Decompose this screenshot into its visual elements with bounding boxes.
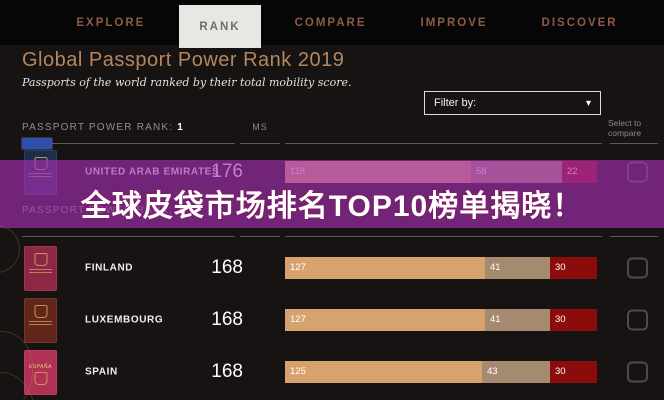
divider [22, 143, 235, 144]
mobility-score: 168 [211, 309, 243, 330]
visa-on-arrival-bar: 43 [482, 361, 550, 383]
compare-checkbox[interactable] [627, 257, 648, 279]
filter-label: Filter by: [434, 97, 477, 109]
country-name[interactable]: FINLAND [85, 262, 134, 274]
country-name[interactable]: LUXEMBOURG [85, 314, 164, 326]
visa-required-bar: 30 [550, 361, 597, 383]
page-subtitle: Passports of the world ranked by their t… [22, 76, 352, 89]
visa-on-arrival-bar: 41 [485, 257, 550, 279]
divider [610, 236, 658, 237]
divider [240, 236, 280, 237]
divider [285, 143, 602, 144]
page-title: Global Passport Power Rank 2019 [22, 49, 345, 71]
divider [285, 236, 602, 237]
luxembourg-passport-thumbnail[interactable] [24, 298, 57, 343]
ms-column-header: MS [252, 122, 268, 132]
passport-emblem-icon [34, 253, 47, 266]
nav-item-compare[interactable]: COMPARE [294, 16, 367, 29]
chevron-down-icon: ▾ [585, 97, 591, 109]
passport-tooltip-badge [22, 138, 52, 149]
passport-country-label: ESPAÑA [29, 364, 52, 370]
score-bars: 127 41 30 [285, 257, 597, 279]
mobility-score: 168 [211, 257, 243, 278]
visa-free-bar: 127 [285, 257, 485, 279]
nav-item-explore[interactable]: EXPLORE [76, 16, 146, 29]
nav-item-discover[interactable]: DISCOVER [541, 16, 618, 29]
passport-emblem-icon [34, 305, 47, 318]
table-row[interactable]: LUXEMBOURG 168 127 41 30 [0, 296, 664, 344]
score-bars: 127 41 30 [285, 309, 597, 331]
visa-free-bar: 125 [285, 361, 482, 383]
rank-number: 1 [177, 122, 185, 133]
visa-required-bar: 30 [550, 257, 597, 279]
compare-checkbox[interactable] [627, 309, 648, 331]
nav-item-improve[interactable]: IMPROVE [420, 16, 488, 29]
rank-label: PASSPORT POWER RANK: [22, 122, 174, 133]
top-nav: EXPLORE RANK COMPARE IMPROVE DISCOVER [0, 0, 664, 48]
visa-on-arrival-bar: 41 [485, 309, 550, 331]
mobility-score: 168 [211, 361, 243, 382]
promo-banner-overlay: 全球皮袋市场排名TOP10榜单揭晓！ [0, 160, 664, 228]
promo-banner-text: 全球皮袋市场排名TOP10榜单揭晓！ [80, 190, 584, 223]
select-to-compare-label: Select to compare [608, 118, 642, 138]
section-header-rank-1: PASSPORT POWER RANK: 1 MS [0, 122, 664, 146]
table-row[interactable]: ESPAÑA SPAIN 168 125 43 30 [0, 348, 664, 396]
passport-emblem-icon [34, 372, 47, 385]
filter-dropdown[interactable]: Filter by: ▾ [424, 91, 601, 115]
divider [610, 143, 658, 144]
country-name[interactable]: SPAIN [85, 366, 118, 378]
visa-required-bar: 30 [550, 309, 597, 331]
score-bars: 125 43 30 [285, 361, 597, 383]
nav-item-rank[interactable]: RANK [179, 5, 261, 48]
finland-passport-thumbnail[interactable] [24, 246, 57, 291]
table-row[interactable]: FINLAND 168 127 41 30 [0, 244, 664, 292]
divider [240, 143, 280, 144]
compare-checkbox[interactable] [627, 361, 648, 383]
visa-free-bar: 127 [285, 309, 485, 331]
divider [22, 236, 235, 237]
spain-passport-thumbnail[interactable]: ESPAÑA [24, 350, 57, 395]
